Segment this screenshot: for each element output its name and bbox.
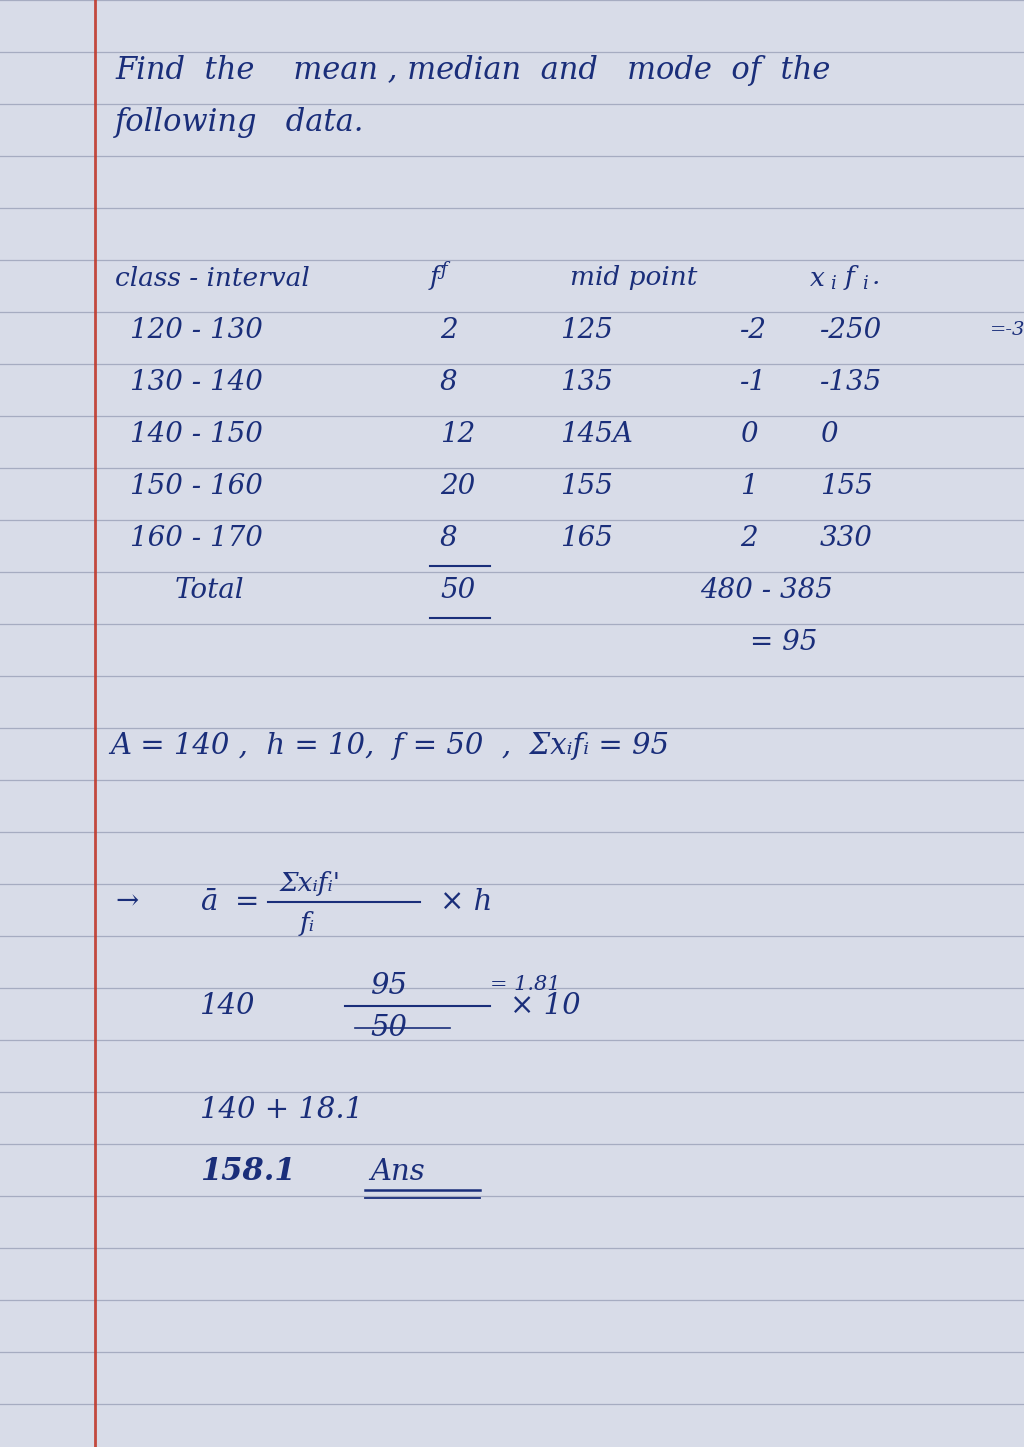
- Text: 1: 1: [740, 473, 758, 499]
- Text: =: =: [234, 888, 259, 916]
- Text: 480 - 385: 480 - 385: [700, 576, 833, 603]
- Text: following   data.: following data.: [115, 107, 365, 137]
- Text: -2: -2: [740, 317, 767, 343]
- Text: 135: 135: [560, 369, 613, 395]
- Text: →: →: [115, 888, 138, 916]
- Text: ā: ā: [200, 888, 217, 916]
- Text: = 95: = 95: [750, 628, 817, 655]
- Text: -250: -250: [820, 317, 883, 343]
- Text: A = 140 ,  h = 10,  f = 50  ,  Σxᵢfᵢ = 95: A = 140 , h = 10, f = 50 , Σxᵢfᵢ = 95: [110, 732, 669, 760]
- Text: fᵢ: fᵢ: [300, 912, 315, 936]
- Text: f: f: [845, 265, 855, 291]
- Text: i: i: [830, 275, 836, 292]
- Text: 120 - 130: 120 - 130: [130, 317, 263, 343]
- Text: 155: 155: [560, 473, 613, 499]
- Text: class - interval: class - interval: [115, 265, 309, 291]
- Text: =-3: =-3: [990, 321, 1024, 339]
- Text: 2: 2: [740, 524, 758, 551]
- Text: 125: 125: [560, 317, 613, 343]
- Text: 130 - 140: 130 - 140: [130, 369, 263, 395]
- Text: 140: 140: [200, 993, 256, 1020]
- Text: 50: 50: [440, 576, 475, 603]
- Text: Total: Total: [175, 576, 245, 603]
- Text: 145A: 145A: [560, 421, 633, 447]
- Text: 2: 2: [440, 317, 458, 343]
- Text: 8: 8: [440, 524, 458, 551]
- Text: mid point: mid point: [570, 265, 697, 291]
- Text: -135: -135: [820, 369, 883, 395]
- Text: 140 - 150: 140 - 150: [130, 421, 263, 447]
- Text: × 10: × 10: [510, 993, 581, 1020]
- Text: 50: 50: [370, 1014, 407, 1042]
- Text: Find  the    mean , median  and   mode  of  the: Find the mean , median and mode of the: [115, 55, 830, 85]
- Text: 20: 20: [440, 473, 475, 499]
- Text: = 1.81: = 1.81: [490, 974, 560, 994]
- Text: ƒ: ƒ: [440, 260, 446, 279]
- Text: 0: 0: [820, 421, 838, 447]
- Text: 155: 155: [820, 473, 872, 499]
- Text: .: .: [872, 263, 881, 288]
- Text: 12: 12: [440, 421, 475, 447]
- Text: 140 + 18.1: 140 + 18.1: [200, 1095, 364, 1124]
- Text: 8: 8: [440, 369, 458, 395]
- Text: 95: 95: [370, 972, 407, 1000]
- Text: -1: -1: [740, 369, 767, 395]
- Text: 0: 0: [740, 421, 758, 447]
- Text: i: i: [862, 275, 867, 292]
- Text: f: f: [430, 265, 439, 291]
- Text: Σxᵢfᵢ': Σxᵢfᵢ': [280, 871, 341, 897]
- Text: 158.1: 158.1: [200, 1156, 296, 1188]
- Text: 330: 330: [820, 524, 872, 551]
- Text: 160 - 170: 160 - 170: [130, 524, 263, 551]
- Text: 165: 165: [560, 524, 613, 551]
- Text: 150 - 160: 150 - 160: [130, 473, 263, 499]
- Text: x: x: [810, 265, 825, 291]
- Text: Ans: Ans: [370, 1158, 425, 1187]
- Text: × h: × h: [440, 888, 493, 916]
